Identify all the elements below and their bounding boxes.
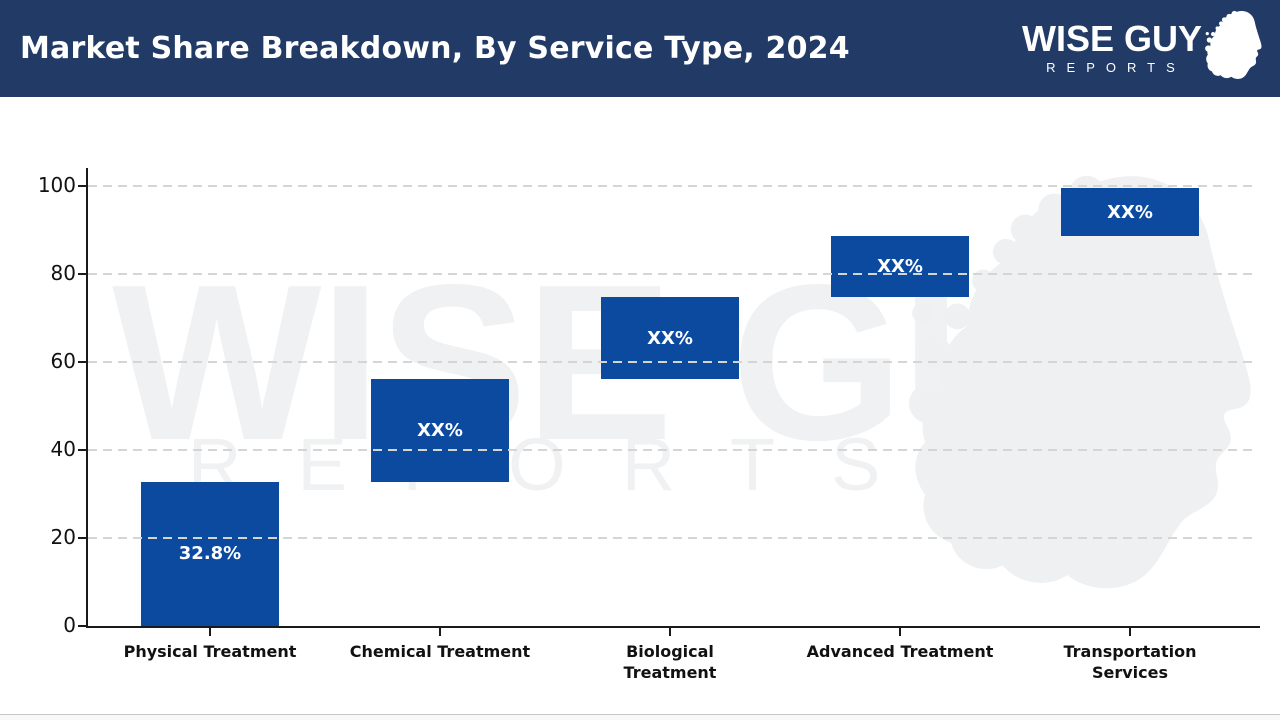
bar-value-label: XX%: [1107, 201, 1153, 223]
x-category-label: Physical Treatment: [95, 641, 325, 662]
gridline: [88, 361, 1258, 363]
gridline: [88, 185, 1258, 187]
x-category-label: Chemical Treatment: [325, 641, 555, 662]
x-category-label-line: Physical Treatment: [123, 642, 297, 661]
bar-biological-treatment: [601, 296, 739, 380]
bar-value-label: XX%: [647, 327, 693, 349]
x-category-label: Biological Treatment: [555, 641, 785, 683]
y-tick-label: 100: [37, 173, 76, 197]
y-tick-label: 0: [63, 613, 76, 637]
bar-physical-treatment: [141, 481, 279, 626]
bar-value-label: XX%: [877, 256, 923, 278]
gridline: [88, 449, 1258, 451]
x-category-label-line: Advanced Treatment: [806, 642, 994, 661]
y-tick-label: 60: [50, 349, 76, 373]
y-tick: [78, 273, 86, 275]
footer-divider: [0, 714, 1280, 720]
bar-advanced-treatment: [831, 236, 969, 297]
y-tick-label: 40: [50, 437, 76, 461]
x-tick: [899, 628, 901, 636]
x-category-label: Transportation Services: [1015, 641, 1245, 683]
bar-value-label: XX%: [417, 419, 463, 441]
gridline: [88, 537, 1258, 539]
y-tick: [78, 537, 86, 539]
bar-value-label: 32.8%: [178, 543, 242, 565]
x-axis-line: [86, 626, 1260, 628]
x-category-label: Advanced Treatment: [785, 641, 1015, 662]
y-tick: [78, 361, 86, 363]
y-tick-label: 80: [50, 261, 76, 285]
brand-name: WISE GUY: [1021, 18, 1202, 59]
x-category-label-line: Services: [1091, 663, 1169, 682]
x-tick: [209, 628, 211, 636]
x-category-label-line: Chemical Treatment: [349, 642, 531, 661]
x-tick: [1129, 628, 1131, 636]
y-tick-label: 20: [50, 525, 76, 549]
y-tick: [78, 625, 86, 627]
face-logo-icon: [1205, 10, 1262, 79]
x-tick: [439, 628, 441, 636]
x-category-label-line: Transportation: [1063, 642, 1197, 661]
gridline: [88, 273, 1258, 275]
bar-chemical-treatment: [371, 379, 509, 482]
x-tick: [669, 628, 671, 636]
header: Market Share Breakdown, By Service Type,…: [0, 0, 1280, 97]
page-title: Market Share Breakdown, By Service Type,…: [20, 31, 850, 66]
bar-transportation-services: [1061, 188, 1199, 237]
brand-logo-text: WISE GUY REPORTS: [1021, 18, 1202, 76]
brand-logo: WISE GUY REPORTS: [1022, 8, 1266, 88]
x-category-label-line: Biological: [626, 642, 714, 661]
y-axis-line: [86, 168, 88, 628]
y-tick: [78, 185, 86, 187]
brand-subtitle: REPORTS: [1046, 60, 1186, 75]
watermark-reports-text: REPORTS: [188, 423, 937, 506]
y-tick: [78, 449, 86, 451]
x-category-label-line: Treatment: [623, 663, 717, 682]
